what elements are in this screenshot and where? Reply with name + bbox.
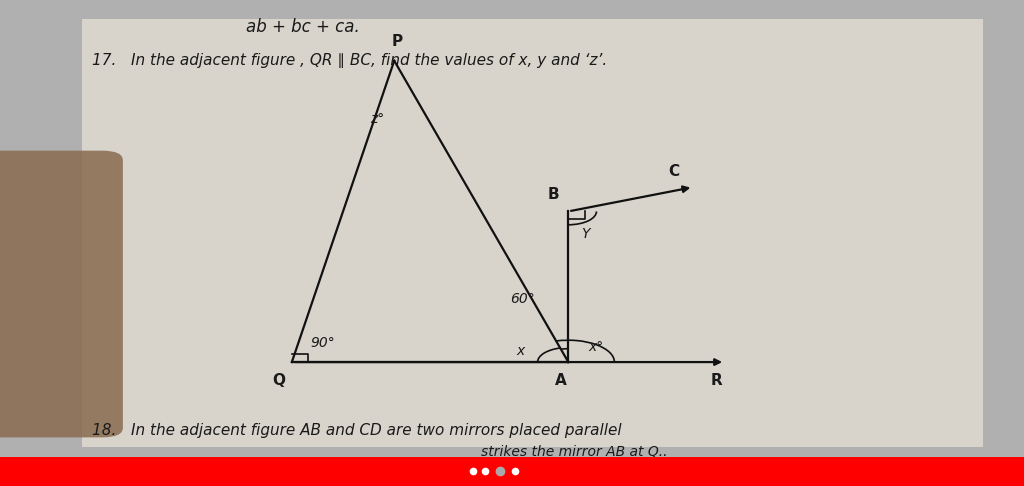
Text: z°: z°	[370, 112, 384, 126]
FancyBboxPatch shape	[82, 19, 983, 447]
Text: ab + bc + ca.: ab + bc + ca.	[246, 17, 359, 36]
Bar	[0, 457, 1024, 486]
Text: R: R	[711, 373, 723, 387]
Text: C: C	[669, 164, 679, 178]
Text: strikes the mirror AB at Q..: strikes the mirror AB at Q..	[481, 444, 668, 458]
Text: Y: Y	[582, 227, 590, 241]
FancyBboxPatch shape	[0, 151, 123, 437]
Text: B: B	[547, 187, 559, 202]
Text: P: P	[392, 34, 402, 49]
Text: 18.   In the adjacent figure AB and CD are two mirrors placed parallel: 18. In the adjacent figure AB and CD are…	[92, 423, 622, 437]
Text: 60°: 60°	[510, 292, 535, 306]
Text: A: A	[555, 373, 567, 387]
Text: Q: Q	[272, 373, 285, 387]
Text: 17.   In the adjacent figure , QR ∥ BC, find the values of x, y and ‘z’.: 17. In the adjacent figure , QR ∥ BC, fi…	[92, 53, 607, 68]
Text: x°: x°	[589, 341, 603, 354]
Text: 90°: 90°	[310, 336, 335, 349]
Text: x: x	[516, 344, 524, 358]
